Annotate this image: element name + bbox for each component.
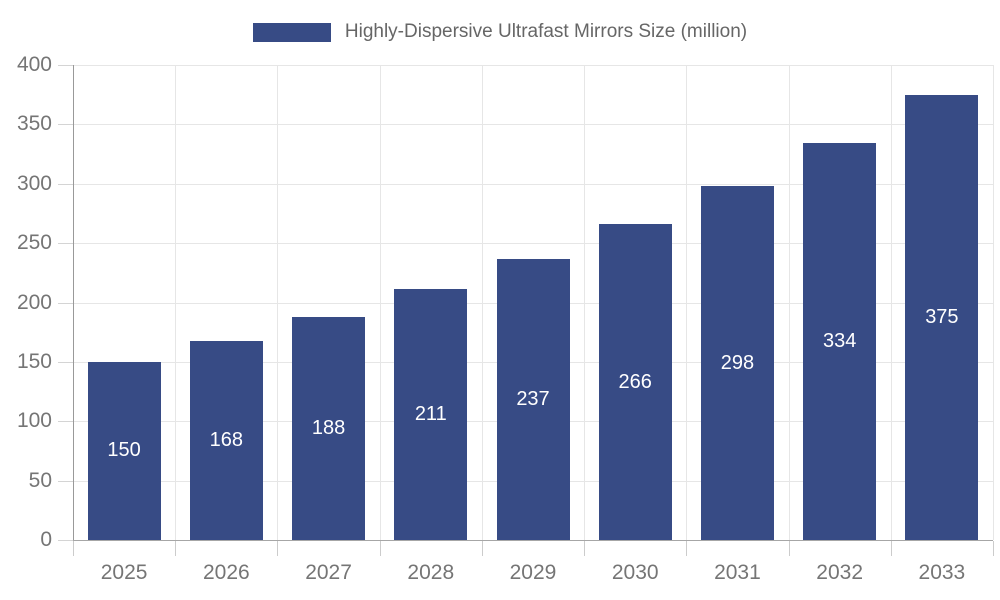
x-tick-mark <box>481 541 483 556</box>
y-tick-mark <box>58 480 73 482</box>
y-tick-label: 150 <box>16 349 52 373</box>
v-gridline <box>481 65 483 540</box>
v-gridline <box>890 65 892 540</box>
bar-2030[interactable]: 266 <box>598 224 672 540</box>
x-tick-label: 2028 <box>407 561 455 584</box>
x-tick-label: 2033 <box>918 561 966 584</box>
bar-2029[interactable]: 237 <box>496 258 570 540</box>
x-tick-label: 2031 <box>714 561 761 584</box>
y-tick-mark <box>58 124 73 126</box>
y-tick-mark <box>58 65 73 66</box>
y-tick-label: 400 <box>16 53 52 76</box>
y-tick-label: 300 <box>16 171 52 195</box>
x-tick-label: 2030 <box>611 561 659 584</box>
y-axis-line <box>73 65 74 555</box>
bar-value-label: 188 <box>311 416 346 439</box>
x-tick-label: 2032 <box>816 561 864 584</box>
bar-value-label: 168 <box>209 428 244 451</box>
x-tick-mark <box>277 541 279 556</box>
v-gridline <box>379 65 381 540</box>
bar-value-label: 298 <box>720 351 755 374</box>
bar-2027[interactable]: 188 <box>292 316 366 540</box>
y-tick-mark <box>58 243 73 245</box>
y-tick-mark <box>58 421 73 423</box>
bar-value-label: 375 <box>925 305 959 328</box>
legend-swatch[interactable] <box>252 22 331 42</box>
y-tick-label: 250 <box>16 231 52 255</box>
h-gridline <box>73 243 993 245</box>
v-gridline <box>788 65 790 540</box>
bar-2028[interactable]: 211 <box>394 289 468 540</box>
bar-2026[interactable]: 168 <box>189 340 263 540</box>
bar-value-label: 334 <box>822 330 857 353</box>
bar-value-label: 211 <box>414 403 447 426</box>
x-tick-mark <box>993 541 994 556</box>
bar-2031[interactable]: 298 <box>700 186 774 540</box>
y-tick-mark <box>58 361 73 363</box>
bar-value-label: 266 <box>618 370 652 393</box>
v-gridline <box>277 65 279 540</box>
y-tick-mark <box>58 540 73 541</box>
bar-2033[interactable]: 375 <box>905 94 979 540</box>
plot-area: 150 168 188 211 237 266 298 334 375 <box>73 65 994 540</box>
v-gridline <box>584 65 586 540</box>
x-tick-mark <box>379 541 381 556</box>
x-tick-mark <box>890 541 892 556</box>
x-tick-label: 2029 <box>509 561 557 584</box>
v-gridline <box>175 65 177 540</box>
x-tick-mark <box>73 541 74 556</box>
x-tick-mark <box>175 541 177 556</box>
x-axis-line <box>73 540 993 541</box>
h-gridline <box>73 124 993 126</box>
y-tick-label: 200 <box>16 290 52 314</box>
v-gridline <box>686 65 688 540</box>
y-tick-label: 100 <box>16 409 52 433</box>
bar-value-label: 150 <box>107 439 141 462</box>
x-tick-label: 2026 <box>202 561 250 584</box>
x-tick-mark <box>788 541 790 556</box>
x-tick-mark <box>584 541 586 556</box>
x-tick-label: 2025 <box>100 561 148 584</box>
y-tick-label: 0 <box>40 528 52 551</box>
y-tick-label: 350 <box>16 112 52 136</box>
y-tick-mark <box>58 302 73 304</box>
h-gridline <box>73 65 993 66</box>
y-tick-label: 50 <box>28 468 52 492</box>
h-gridline <box>73 183 993 185</box>
legend[interactable]: Highly-Dispersive Ultrafast Mirrors Size… <box>0 14 1000 50</box>
bar-value-label: 237 <box>516 387 550 410</box>
v-gridline <box>993 65 994 540</box>
y-tick-mark <box>58 183 73 185</box>
bar-2032[interactable]: 334 <box>803 143 877 540</box>
x-tick-mark <box>686 541 688 556</box>
x-tick-label: 2027 <box>305 561 352 584</box>
legend-label: Highly-Dispersive Ultrafast Mirrors Size… <box>344 21 748 42</box>
bar-2025[interactable]: 150 <box>87 361 161 540</box>
